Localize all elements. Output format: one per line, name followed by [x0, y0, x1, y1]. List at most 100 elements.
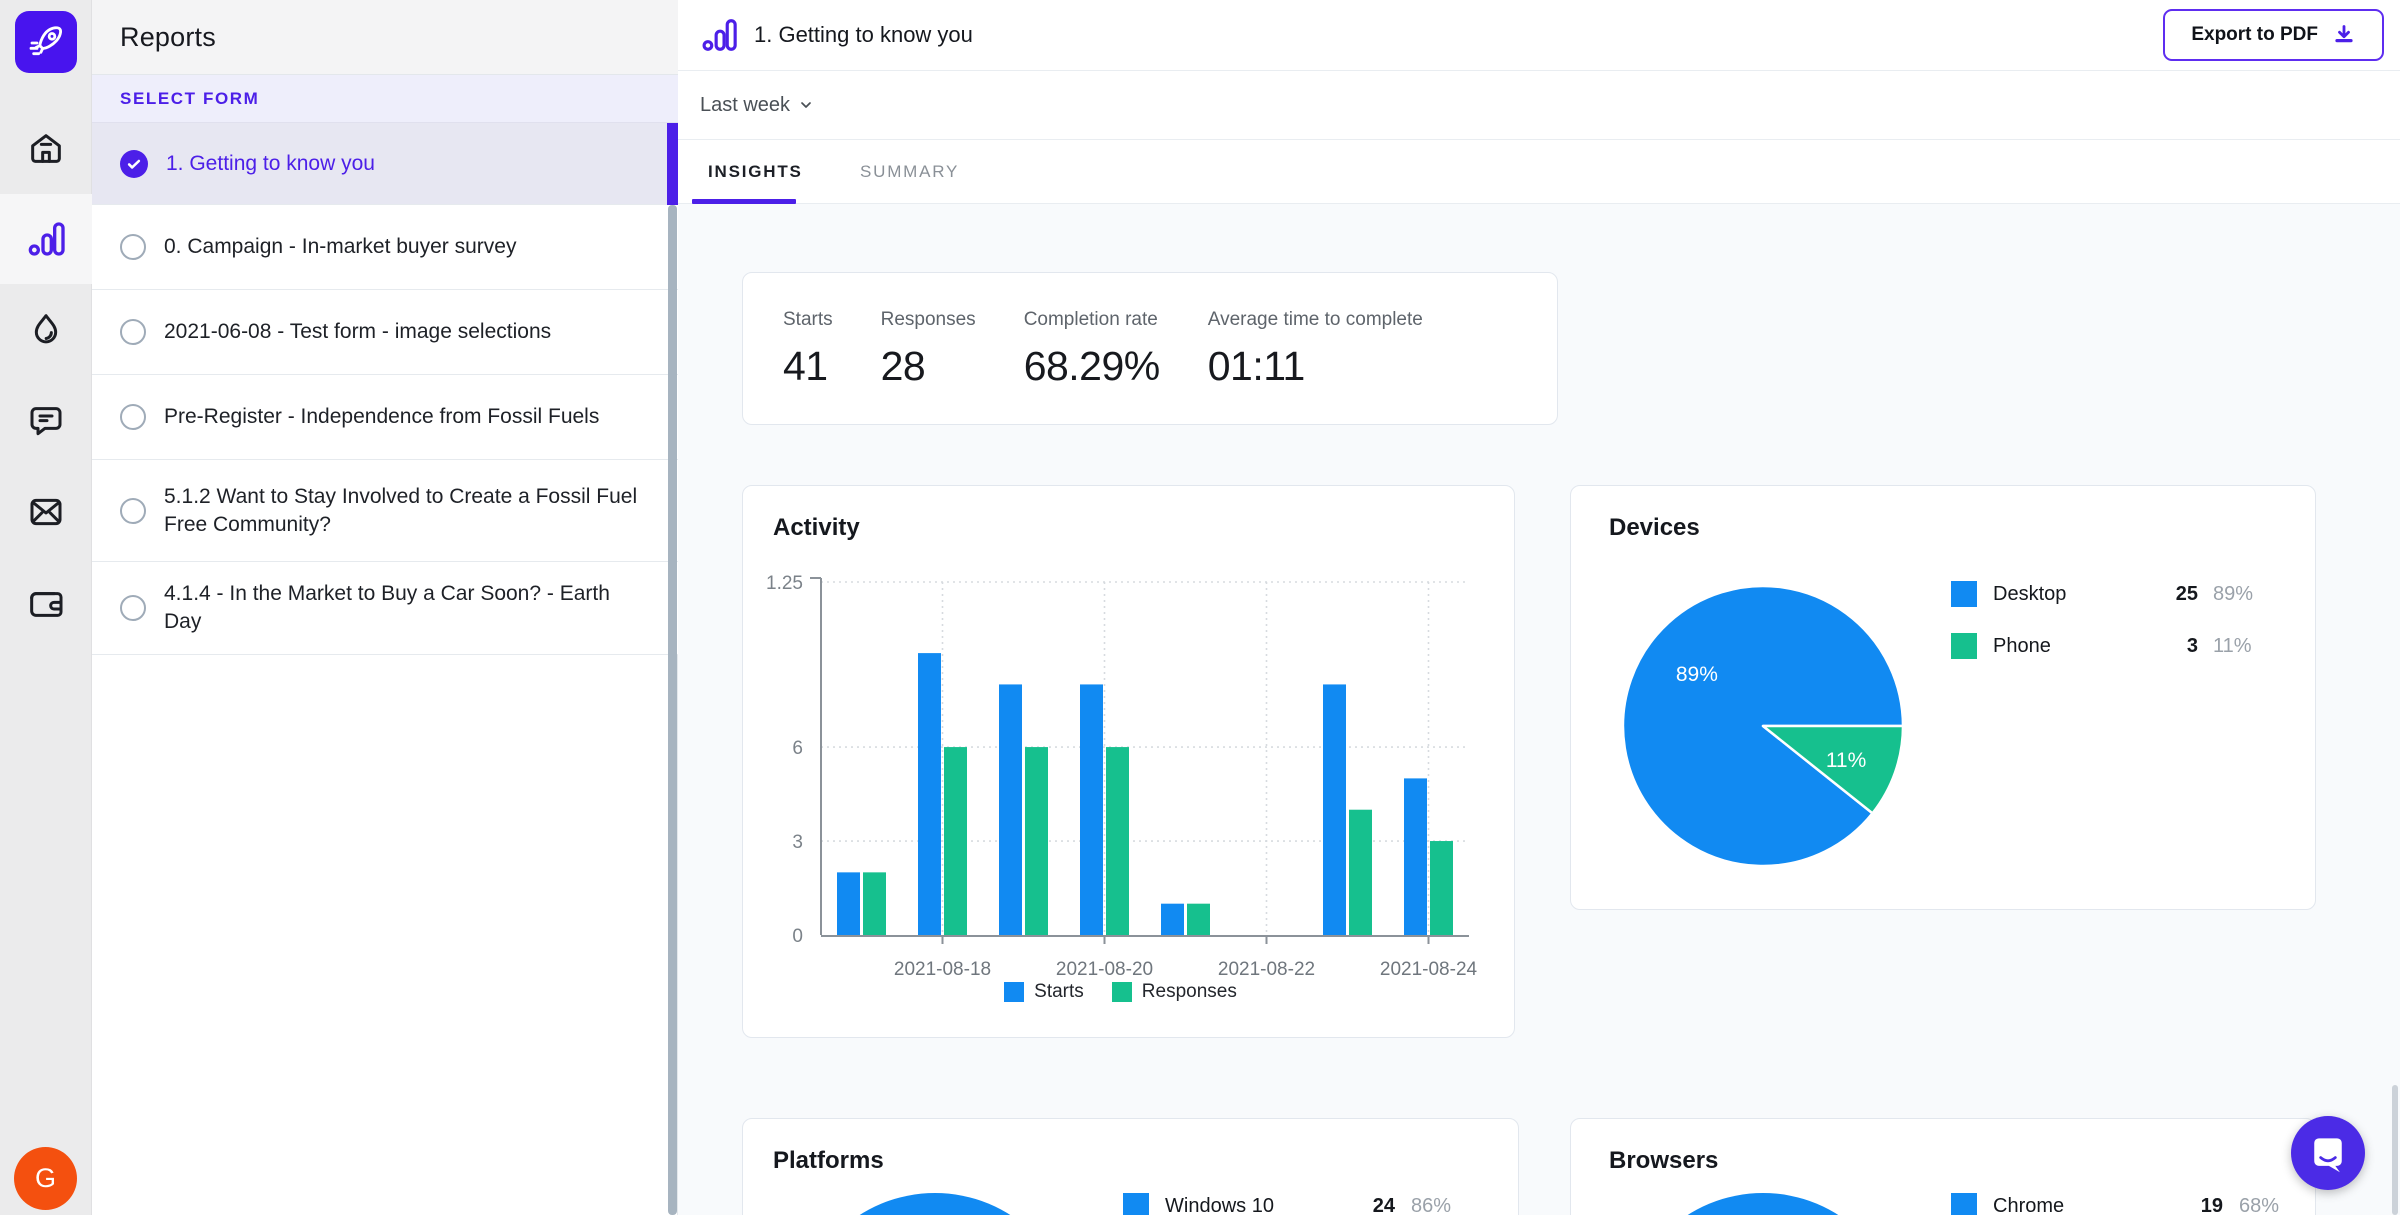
selected-form-indicator: [667, 123, 678, 205]
stat-label: Starts: [783, 309, 833, 330]
wallet-icon: [26, 583, 66, 623]
active-tab-indicator: [692, 199, 796, 204]
stat-label: Completion rate: [1023, 309, 1158, 330]
stat-label: Average time to complete: [1207, 309, 1423, 330]
stat-value: 28: [880, 343, 926, 389]
browsers-pie-chart: [1623, 1193, 1903, 1215]
form-item-stay-involved[interactable]: 5.1.2 Want to Stay Involved to Create a …: [92, 460, 678, 562]
avatar[interactable]: G: [14, 1147, 77, 1210]
flame-icon: [26, 310, 66, 350]
sidebar-item-home[interactable]: [0, 103, 92, 193]
tab-summary[interactable]: SUMMARY: [860, 140, 959, 204]
date-range-row: Last week: [678, 71, 2400, 140]
stat-label: Responses: [880, 309, 976, 330]
svg-text:11%: 11%: [1826, 749, 1866, 772]
chat-launcher-button[interactable]: [2291, 1116, 2365, 1190]
legend-percent: 11%: [2213, 634, 2252, 657]
svg-text:89%: 89%: [1676, 663, 1718, 686]
legend-swatch-starts: [1004, 982, 1025, 1002]
sidebar-item-reports[interactable]: [0, 194, 92, 284]
form-item-getting-to-know-you[interactable]: 1. Getting to know you: [92, 123, 678, 205]
icon-rail: G: [0, 0, 92, 1215]
legend-percent: 68%: [2239, 1194, 2280, 1215]
form-item-label: 2021-06-08 - Test form - image selection…: [164, 320, 552, 343]
avatar-initial: G: [34, 1163, 56, 1193]
devices-legend-desktop: Desktop 25 89%: [1951, 581, 2253, 607]
home-icon: [26, 128, 66, 168]
chevron-down-icon: [798, 97, 814, 113]
browsers-legend-row: Chrome 19 68%: [1951, 1193, 2279, 1215]
platforms-title: Platforms: [773, 1147, 884, 1174]
download-icon: [2332, 23, 2356, 47]
legend-label: Windows 10: [1165, 1194, 1274, 1215]
sidebar-item-messages[interactable]: [0, 376, 92, 466]
legend-label: Desktop: [1993, 582, 2067, 605]
check-circle-icon: [120, 149, 148, 178]
date-range-dropdown[interactable]: Last week: [700, 93, 791, 116]
bar-chart-icon: [26, 219, 66, 259]
legend-count: 24: [1372, 1194, 1395, 1215]
svg-text:2021-08-20: 2021-08-20: [1056, 959, 1153, 980]
platforms-pie-chart: [795, 1193, 1075, 1215]
content-header: 1. Getting to know you Export to PDF: [678, 0, 2400, 71]
svg-text:1.25: 1.25: [766, 573, 803, 594]
activity-title: Activity: [773, 514, 860, 541]
browsers-title: Browsers: [1609, 1147, 1719, 1174]
legend-label: Chrome: [1993, 1194, 2065, 1215]
chat-icon: [26, 401, 66, 441]
mail-icon: [26, 492, 66, 532]
form-item-label: 1. Getting to know you: [166, 151, 375, 175]
sidebar-scrollbar[interactable]: [668, 205, 677, 1215]
main-content: 1. Getting to know you Export to PDF Las…: [678, 0, 2400, 1215]
sidebar-item-billing[interactable]: [0, 558, 92, 648]
devices-pie-chart: 89% 11%: [1621, 584, 1905, 868]
activity-card: Activity 1.25 6 3 0 2021-08-18 2021-08-20 2021…: [742, 485, 1515, 1038]
form-item-label: Pre-Register - Independence from Fossil …: [164, 405, 600, 428]
sidebar-item-email[interactable]: [0, 467, 92, 557]
radio-icon: [120, 234, 146, 260]
stat-responses: Responses 28: [881, 309, 976, 424]
legend-count: 3: [2186, 634, 2198, 657]
legend-swatch-phone: [1951, 633, 1977, 659]
export-button-label: Export to PDF: [2191, 24, 2318, 45]
tab-summary-label: SUMMARY: [860, 162, 960, 181]
activity-legend: Starts Responses: [743, 981, 1516, 1003]
legend-percent: 89%: [2213, 582, 2254, 605]
devices-legend-phone: Phone 3 11%: [1951, 633, 2252, 659]
form-item-label: 5.1.2 Want to Stay Involved to Create a …: [164, 484, 638, 536]
browsers-card: Browsers Chrome 19 68%: [1570, 1118, 2316, 1215]
stat-value: 68.29%: [1023, 343, 1161, 389]
svg-text:0: 0: [792, 926, 803, 947]
svg-text:2021-08-24: 2021-08-24: [1380, 959, 1478, 980]
stat-value: 41: [783, 343, 828, 389]
form-item-pre-register[interactable]: Pre-Register - Independence from Fossil …: [92, 375, 678, 460]
sidebar-item-engagement[interactable]: [0, 285, 92, 375]
page-title: Reports: [120, 21, 216, 52]
stat-completion-rate: Completion rate 68.29%: [1023, 309, 1161, 424]
form-item-buy-a-car[interactable]: 4.1.4 - In the Market to Buy a Car Soon?…: [92, 562, 678, 655]
devices-title: Devices: [1609, 514, 1700, 541]
select-form-label: SELECT FORM: [120, 88, 260, 108]
select-form-section: SELECT FORM: [92, 75, 678, 123]
form-item-label: 0. Campaign - In-market buyer survey: [164, 235, 517, 258]
stat-average-time: Average time to complete 01:11: [1208, 309, 1423, 424]
stats-card: Starts 41 Responses 28 Completion rate 6…: [742, 272, 1558, 425]
tab-insights-label: INSIGHTS: [708, 162, 803, 181]
form-title: 1. Getting to know you: [754, 22, 973, 47]
platforms-legend-row: Windows 10 24 86%: [1123, 1193, 1451, 1215]
reports-sidebar: Reports SELECT FORM 1. Getting to know y…: [92, 0, 678, 1215]
radio-icon: [120, 319, 146, 345]
app-logo[interactable]: [15, 11, 77, 73]
tab-insights[interactable]: INSIGHTS: [708, 140, 803, 204]
form-item-campaign-survey[interactable]: 0. Campaign - In-market buyer survey: [92, 205, 678, 290]
export-to-pdf-button[interactable]: Export to PDF: [2163, 9, 2384, 61]
sidebar-header: Reports: [92, 0, 678, 75]
tab-bar: INSIGHTS SUMMARY: [678, 140, 2400, 204]
form-item-test-form[interactable]: 2021-06-08 - Test form - image selection…: [92, 290, 678, 375]
rocket-icon: [26, 22, 66, 62]
legend-percent: 86%: [1411, 1194, 1452, 1215]
legend-label-starts: Starts: [1034, 981, 1084, 1002]
legend-count: 25: [2175, 582, 2198, 605]
radio-icon: [120, 595, 146, 621]
main-scrollbar[interactable]: [2392, 1085, 2398, 1215]
